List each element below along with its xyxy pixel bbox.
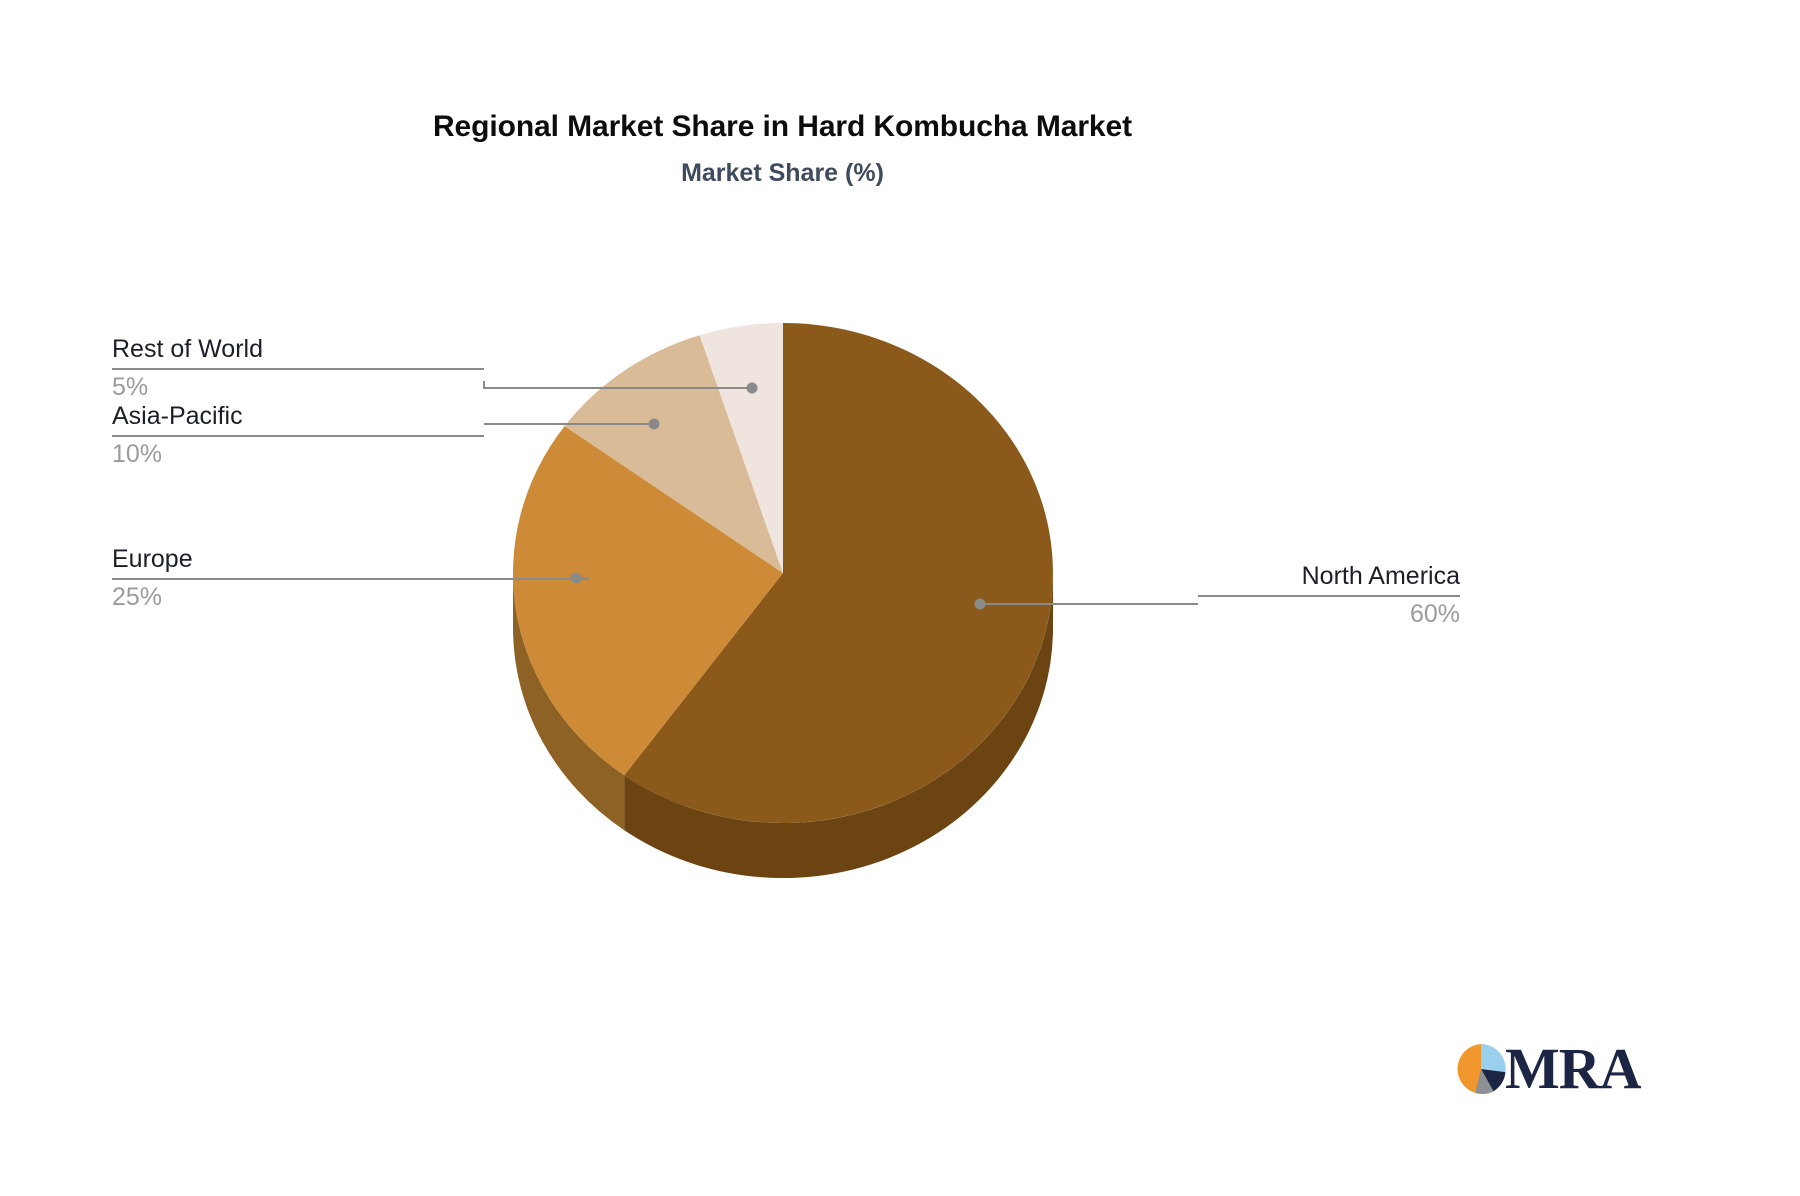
callout-label: Europe bbox=[112, 545, 193, 573]
chart-title: Regional Market Share in Hard Kombucha M… bbox=[432, 110, 1132, 143]
mra-logo: MRA bbox=[1455, 1036, 1642, 1101]
pie-chart-icon bbox=[1457, 1044, 1506, 1094]
callout-value: 10% bbox=[112, 439, 163, 468]
callout-value: 25% bbox=[112, 582, 163, 611]
logo-wordmark: MRA bbox=[1505, 1036, 1642, 1101]
callout-value: 5% bbox=[112, 372, 149, 401]
callout-north-america: North America 60% bbox=[1198, 562, 1460, 629]
pie-slice-side-europe bbox=[513, 573, 625, 831]
leader-line-rest-of-world bbox=[483, 381, 750, 389]
callout-rule bbox=[1198, 594, 1460, 597]
callout-rule bbox=[112, 367, 484, 370]
callout-asia-pacific: Asia-Pacific 10% bbox=[112, 402, 484, 469]
pie-slice-europe bbox=[513, 426, 783, 776]
pie-slice-rest-of-world bbox=[699, 323, 783, 573]
pie-slice-asia-pacific bbox=[564, 335, 783, 573]
callout-rule bbox=[112, 434, 484, 437]
chart-subtitle: Market Share (%) bbox=[681, 158, 884, 187]
leader-dot-north-america bbox=[974, 598, 986, 610]
chart-header: Regional Market Share in Hard Kombucha M… bbox=[0, 110, 1565, 187]
callout-label: Asia-Pacific bbox=[112, 402, 243, 430]
leader-dot-rest-of-world bbox=[746, 382, 758, 394]
callout-value: 60% bbox=[1409, 599, 1460, 628]
callout-rest-of-world: Rest of World 5% bbox=[112, 335, 484, 402]
leader-dot-asia-pacific bbox=[648, 418, 660, 430]
callout-label: Rest of World bbox=[112, 335, 263, 363]
pie-slice-side-north-america bbox=[624, 573, 1053, 879]
callout-label: North America bbox=[1301, 562, 1460, 590]
pie-slice-north-america bbox=[624, 323, 1053, 823]
callout-europe: Europe 25% bbox=[112, 545, 589, 612]
callout-rule bbox=[112, 577, 589, 580]
